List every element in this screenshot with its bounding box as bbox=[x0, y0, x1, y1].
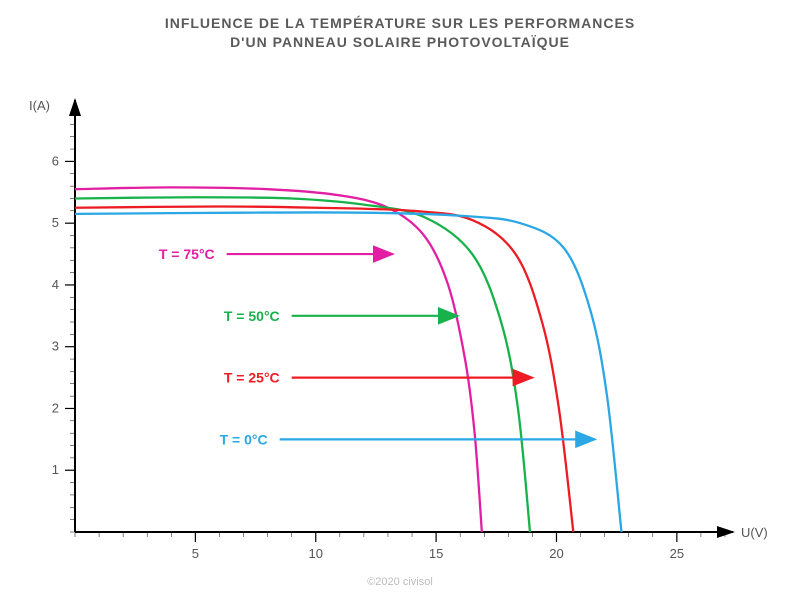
legend-label: T = 0°C bbox=[220, 431, 268, 447]
legend-label: T = 75°C bbox=[159, 246, 215, 262]
legend-label: T = 25°C bbox=[224, 369, 280, 385]
svg-text:25: 25 bbox=[670, 546, 684, 561]
svg-text:5: 5 bbox=[192, 546, 199, 561]
svg-text:5: 5 bbox=[52, 215, 59, 230]
svg-text:20: 20 bbox=[549, 546, 563, 561]
svg-text:I(A): I(A) bbox=[29, 98, 50, 113]
legend-label: T = 50°C bbox=[224, 308, 280, 324]
copyright: ©2020 civisol bbox=[0, 576, 800, 588]
curve-t25 bbox=[75, 206, 573, 532]
svg-text:2: 2 bbox=[52, 400, 59, 415]
curve-t0 bbox=[75, 212, 621, 532]
svg-text:3: 3 bbox=[52, 338, 59, 353]
svg-text:4: 4 bbox=[52, 277, 59, 292]
svg-text:U(V): U(V) bbox=[741, 525, 768, 540]
svg-text:10: 10 bbox=[309, 546, 323, 561]
curve-t75 bbox=[75, 187, 482, 532]
curve-t50 bbox=[75, 197, 530, 532]
svg-text:15: 15 bbox=[429, 546, 443, 561]
chart: 5 10 15 20 25 1 2 3 4 5 6 U(V) I(A) T = 75°C T = 50°C T… bbox=[0, 52, 800, 572]
chart-title: INFLUENCE DE LA TEMPÉRATURE SUR LES PERF… bbox=[0, 0, 800, 52]
svg-text:6: 6 bbox=[52, 153, 59, 168]
iv-curve-chart: 5 10 15 20 25 1 2 3 4 5 6 U(V) I(A) T = 75°C T = 50°C T… bbox=[0, 52, 800, 572]
svg-text:1: 1 bbox=[52, 462, 59, 477]
